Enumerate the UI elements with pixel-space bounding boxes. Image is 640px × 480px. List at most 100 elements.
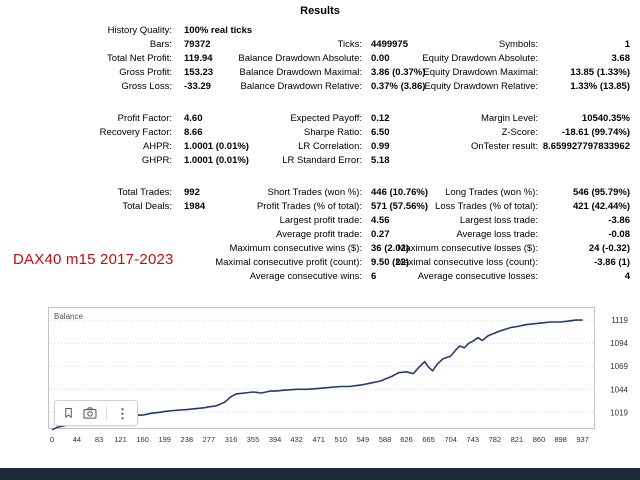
y-axis-tick-label: 1069 xyxy=(610,362,628,371)
stat-value: 1.33% (13.85) xyxy=(570,81,630,92)
stat-label: Largest loss trade: xyxy=(459,215,538,226)
stat-label: Maximum consecutive losses ($): xyxy=(397,243,538,254)
stat-value: 6.50 xyxy=(371,127,390,138)
stat-value: 36 (2.02) xyxy=(371,243,410,254)
stats-group: Profit Factor: 4.60 Expected Payoff: 0.12 Ma… xyxy=(0,112,640,168)
stat-value: 446 (10.76%) xyxy=(371,187,429,198)
stat-label: Bars: xyxy=(149,39,172,50)
stat-value: 1.0001 (0.01%) xyxy=(184,155,249,166)
stats-group: History Quality: 100% real ticks Bars: 7937… xyxy=(0,24,640,94)
stat-label: LR Correlation: xyxy=(298,141,362,152)
stat-label: OnTester result: xyxy=(470,141,538,152)
stat-value: 4.56 xyxy=(371,215,390,226)
more-icon[interactable]: ⋮ xyxy=(116,405,129,421)
stat-value: 8.659927797833962 xyxy=(542,141,630,152)
x-axis-tick-label: 860 xyxy=(533,435,546,444)
stat-value: 1.0001 (0.01%) xyxy=(184,141,249,152)
stat-label: Average loss trade: xyxy=(456,229,538,240)
stat-label: Maximal consecutive profit (count): xyxy=(215,257,362,268)
symbol-period-note: DAX40 m15 2017-2023 xyxy=(13,251,174,268)
x-axis-tick-label: 898 xyxy=(554,435,567,444)
stat-row: Recovery Factor: 8.66 Sharpe Ratio: 6.50 Z-S… xyxy=(0,126,640,140)
x-axis-tick-label: 432 xyxy=(290,435,303,444)
stat-value: 421 (42.44%) xyxy=(572,201,630,212)
x-axis-tick-label: 626 xyxy=(400,435,413,444)
x-axis-tick-label: 0 xyxy=(50,435,54,444)
stat-value: 10540.35% xyxy=(581,113,630,124)
stat-label: Equity Drawdown Relative: xyxy=(424,81,538,92)
stat-label: Loss Trades (% of total): xyxy=(435,201,538,212)
stat-value: 24 (-0.32) xyxy=(588,243,630,254)
stat-value: 1 xyxy=(624,39,630,50)
stat-row: Total Deals: 1984 Profit Trades (% of tota… xyxy=(0,200,640,214)
stat-label: Total Deals: xyxy=(122,201,172,212)
stat-row: AHPR: 1.0001 (0.01%) LR Correlation: 0.99 On… xyxy=(0,140,640,154)
x-axis-tick-label: 83 xyxy=(95,435,103,444)
stat-row: Average consecutive wins: 6 Average consec… xyxy=(0,270,640,284)
stat-label: Z-Score: xyxy=(501,127,538,138)
x-axis-tick-label: 238 xyxy=(181,435,194,444)
stat-value: 0.12 xyxy=(371,113,390,124)
stat-label: Equity Drawdown Maximal: xyxy=(423,67,538,78)
stat-label: Average consecutive losses: xyxy=(417,271,538,282)
chart-series-label: Balance xyxy=(54,312,83,321)
stat-value: 0.00 xyxy=(371,53,390,64)
stat-label: Average profit trade: xyxy=(276,229,362,240)
balance-chart: 1019 1044 1069 1094 1119 0 44 83 121 160 199 238 277… xyxy=(48,306,634,456)
y-axis-tick-label: 1044 xyxy=(610,385,628,394)
camera-icon[interactable] xyxy=(83,407,97,419)
x-axis-tick-label: 704 xyxy=(444,435,457,444)
stat-row: Bars: 79372 Ticks: 4499975 Symbols: 1 xyxy=(0,38,640,52)
stat-label: Total Net Profit: xyxy=(107,53,172,64)
stat-label: Recovery Factor: xyxy=(99,127,172,138)
bookmark-icon[interactable] xyxy=(63,406,74,420)
stat-label: Gross Loss: xyxy=(121,81,172,92)
stat-value: 0.27 xyxy=(371,229,390,240)
stat-label: GHPR: xyxy=(141,155,172,166)
stat-value: 119.94 xyxy=(184,53,213,64)
stat-row: Maximal consecutive profit (count): 9.50 … xyxy=(0,256,640,270)
stat-row: Profit Factor: 4.60 Expected Payoff: 0.12 Ma… xyxy=(0,112,640,126)
x-axis-tick-label: 277 xyxy=(203,435,216,444)
stat-value: 0.37% (3.86) xyxy=(371,81,426,92)
stat-value: 3.68 xyxy=(611,53,631,64)
stat-value: 992 xyxy=(184,187,200,198)
stat-row: Gross Profit: 153.23 Balance Drawdown Maxi… xyxy=(0,66,640,80)
x-axis-tick-label: 199 xyxy=(158,435,171,444)
x-axis-tick-label: 471 xyxy=(312,435,325,444)
stat-value: -33.29 xyxy=(184,81,211,92)
stat-row: Total Net Profit: 119.94 Balance Drawdown … xyxy=(0,52,640,66)
stat-label: LR Standard Error: xyxy=(282,155,362,166)
x-axis-tick-label: 44 xyxy=(73,435,81,444)
x-axis-tick-label: 549 xyxy=(357,435,370,444)
x-axis-tick-label: 510 xyxy=(335,435,348,444)
stat-value: 9.50 (22) xyxy=(371,257,410,268)
x-axis-tick-label: 121 xyxy=(114,435,127,444)
stat-label: Total Trades: xyxy=(117,187,172,198)
stat-label: Average consecutive wins: xyxy=(249,271,362,282)
stat-label: Margin Level: xyxy=(480,113,538,124)
stat-label: Equity Drawdown Absolute: xyxy=(422,53,538,64)
stat-value: 4 xyxy=(624,271,630,282)
stat-label: Largest profit trade: xyxy=(279,215,362,226)
stat-value: 4499975 xyxy=(371,39,408,50)
x-axis-tick-label: 782 xyxy=(489,435,502,444)
stat-label: Ticks: xyxy=(337,39,362,50)
stat-value: 13.85 (1.33%) xyxy=(570,67,630,78)
stat-label: Profit Factor: xyxy=(117,113,172,124)
stat-value: -18.61 (99.74%) xyxy=(561,127,630,138)
stat-label: Long Trades (won %): xyxy=(445,187,538,198)
x-axis-tick-label: 316 xyxy=(225,435,238,444)
bottom-bar xyxy=(0,468,640,480)
y-axis-tick-label: 1119 xyxy=(611,316,628,325)
stat-row: Average profit trade: 0.27 Average loss tr… xyxy=(0,228,640,242)
stat-row: Gross Loss: -33.29 Balance Drawdown Relati… xyxy=(0,80,640,94)
stat-value: 0.99 xyxy=(371,141,390,152)
plot-border xyxy=(48,307,595,429)
stat-value: 5.18 xyxy=(371,155,390,166)
x-axis-tick-label: 821 xyxy=(511,435,524,444)
x-axis-tick-label: 588 xyxy=(379,435,392,444)
stat-label: Expected Payoff: xyxy=(290,113,362,124)
stat-label: History Quality: xyxy=(107,25,172,36)
stat-row: History Quality: 100% real ticks xyxy=(0,24,640,38)
